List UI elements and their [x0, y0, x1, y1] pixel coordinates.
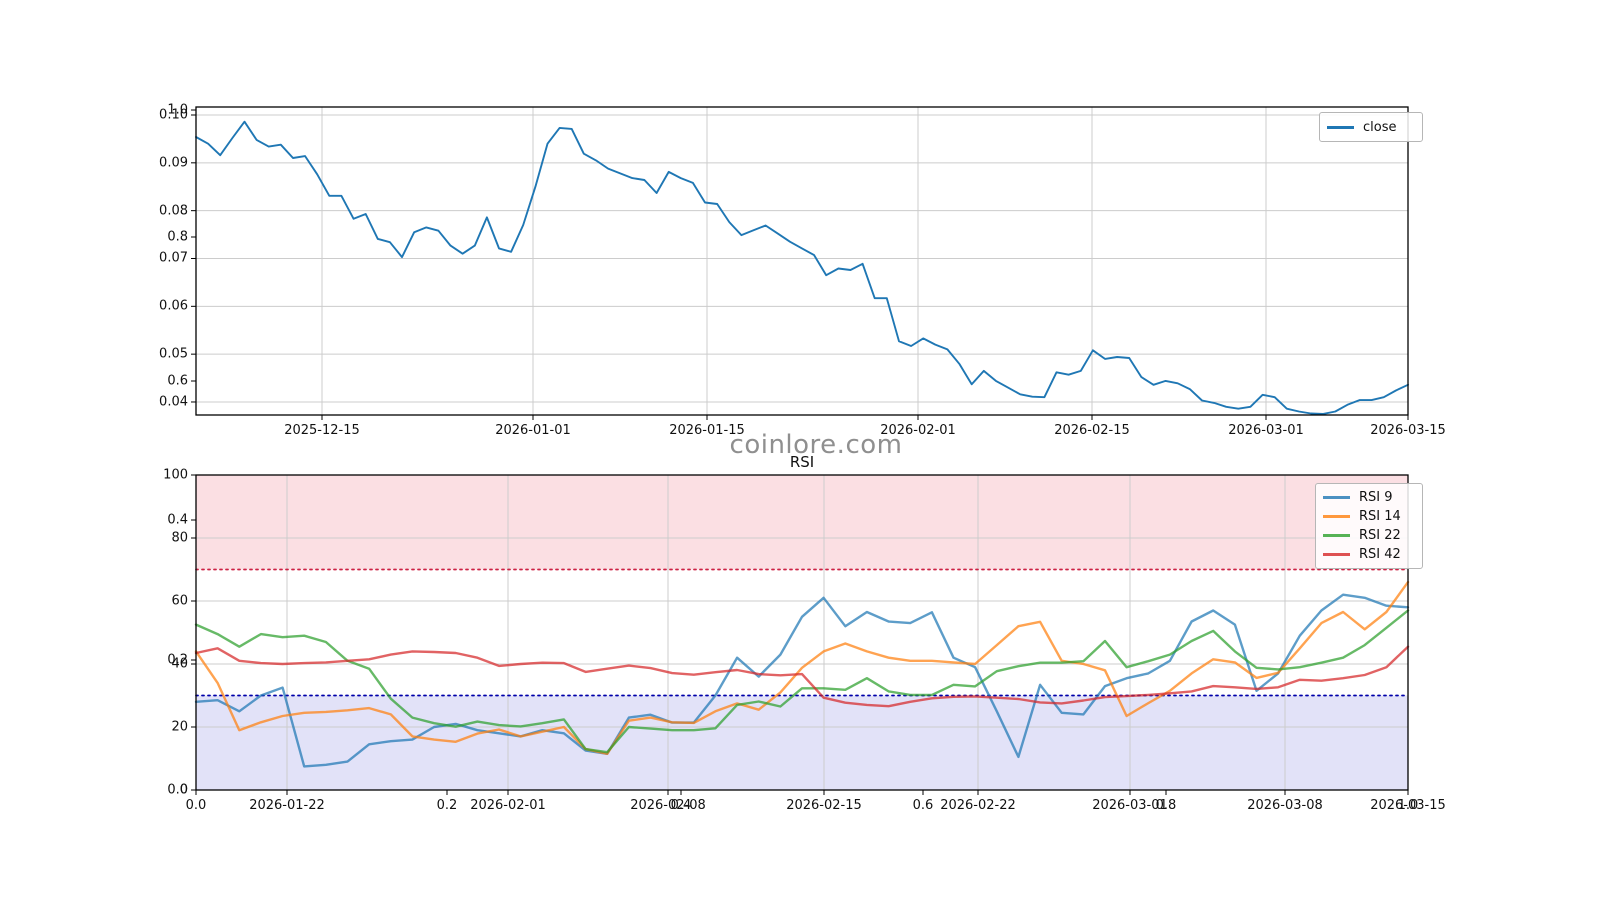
legend-item-rsi22: RSI 22 — [1323, 526, 1413, 545]
legend-label-rsi14: RSI 14 — [1359, 509, 1401, 524]
price-y2-tick-label: 0.8 — [167, 229, 188, 245]
rsi-y2-tick-label: 0.0 — [167, 782, 188, 798]
price-x-tick-label: 2026-03-15 — [1370, 423, 1446, 438]
price-x-tick-label: 2026-02-15 — [1054, 423, 1130, 438]
rsi-22-series-line — [194, 609, 1410, 754]
price-y2-tick-label: 1.0 — [167, 102, 188, 118]
rsi-x-normalized-tick-label: 0.8 — [1155, 798, 1177, 813]
price-plot-border — [195, 106, 1409, 416]
oversold-band — [196, 695, 1408, 790]
rsi-x-date-tick-label: 2026-03-15 — [1370, 798, 1446, 813]
rsi9-line-swatch — [1323, 496, 1350, 499]
rsi-y-tick-label: 20 — [171, 719, 188, 735]
legend-label-rsi9: RSI 9 — [1359, 490, 1393, 505]
price-y-tick-label: 0.09 — [159, 155, 188, 171]
price-y-tick-label: 0.04 — [159, 394, 188, 410]
price-legend: close — [1319, 112, 1423, 142]
rsi-14-series-line — [194, 580, 1410, 755]
rsi-y-tick-label: 100 — [163, 467, 188, 483]
price-x-tick-label: 2025-12-15 — [284, 423, 360, 438]
legend-item-close: close — [1327, 117, 1413, 137]
rsi-x-date-tick-label: 2026-03-01 — [1092, 798, 1168, 813]
legend-item-rsi42: RSI 42 — [1323, 545, 1413, 564]
price-y-tick-label: 0.10 — [159, 107, 188, 123]
rsi-x-normalized-tick-label: 0.4 — [670, 798, 692, 813]
close-series-line — [195, 120, 1409, 415]
price-y-tick-label: 0.08 — [159, 203, 188, 219]
price-chart — [191, 106, 1409, 420]
price-x-tick-label: 2026-01-15 — [669, 423, 745, 438]
rsi14-line-swatch — [1323, 515, 1350, 518]
rsi-x-date-tick-label: 2026-02-15 — [786, 798, 862, 813]
legend-label-close: close — [1363, 119, 1397, 135]
price-x-tick-label: 2026-01-01 — [495, 423, 571, 438]
price-y-tick-label: 0.07 — [159, 250, 188, 266]
price-x-tick-label: 2026-02-01 — [880, 423, 956, 438]
rsi-x-normalized-tick-label: 0.6 — [912, 798, 934, 813]
rsi-y2-tick-label: 0.2 — [167, 652, 188, 668]
rsi-y-tick-label: 60 — [171, 593, 188, 609]
rsi-y-tick-label: 80 — [171, 530, 188, 546]
rsi-y-tick-label: 0 — [179, 782, 188, 798]
rsi-x-date-tick-label: 2026-02-01 — [470, 798, 546, 813]
rsi-plot-border — [195, 474, 1409, 791]
close-line-swatch — [1327, 125, 1354, 129]
legend-item-rsi9: RSI 9 — [1323, 488, 1413, 507]
overbought-band — [196, 475, 1408, 570]
rsi-x-normalized-tick-label: 0.0 — [185, 798, 207, 813]
rsi-9-series-line — [194, 593, 1410, 768]
rsi-x-normalized-tick-label: 0.2 — [436, 798, 458, 813]
price-x-tick-label: 2026-03-01 — [1228, 423, 1304, 438]
rsi-x-date-tick-label: 2026-02-08 — [630, 798, 706, 813]
rsi-x-date-tick-label: 2026-02-22 — [940, 798, 1016, 813]
price-y-tick-label: 0.05 — [159, 346, 188, 362]
rsi-y-tick-label: 40 — [171, 656, 188, 672]
rsi-legend: RSI 9 RSI 14 RSI 22 RSI 42 — [1315, 483, 1423, 569]
price-y2-tick-label: 0.6 — [167, 373, 188, 389]
rsi-y2-tick-label: 0.4 — [167, 512, 188, 528]
legend-item-rsi14: RSI 14 — [1323, 507, 1413, 526]
rsi-x-date-tick-label: 2026-01-22 — [249, 798, 325, 813]
rsi-42-series-line — [194, 645, 1410, 708]
rsi-x-normalized-tick-label: 1.0 — [1397, 798, 1419, 813]
legend-label-rsi22: RSI 22 — [1359, 528, 1401, 543]
rsi22-line-swatch — [1323, 534, 1350, 537]
legend-label-rsi42: RSI 42 — [1359, 547, 1401, 562]
rsi42-line-swatch — [1323, 553, 1350, 556]
watermark: coinlore.com — [729, 430, 903, 460]
rsi-chart — [191, 474, 1410, 795]
rsi-panel-title: RSI — [789, 453, 815, 471]
rsi-x-date-tick-label: 2026-03-08 — [1247, 798, 1323, 813]
price-y-tick-label: 0.06 — [159, 298, 188, 314]
